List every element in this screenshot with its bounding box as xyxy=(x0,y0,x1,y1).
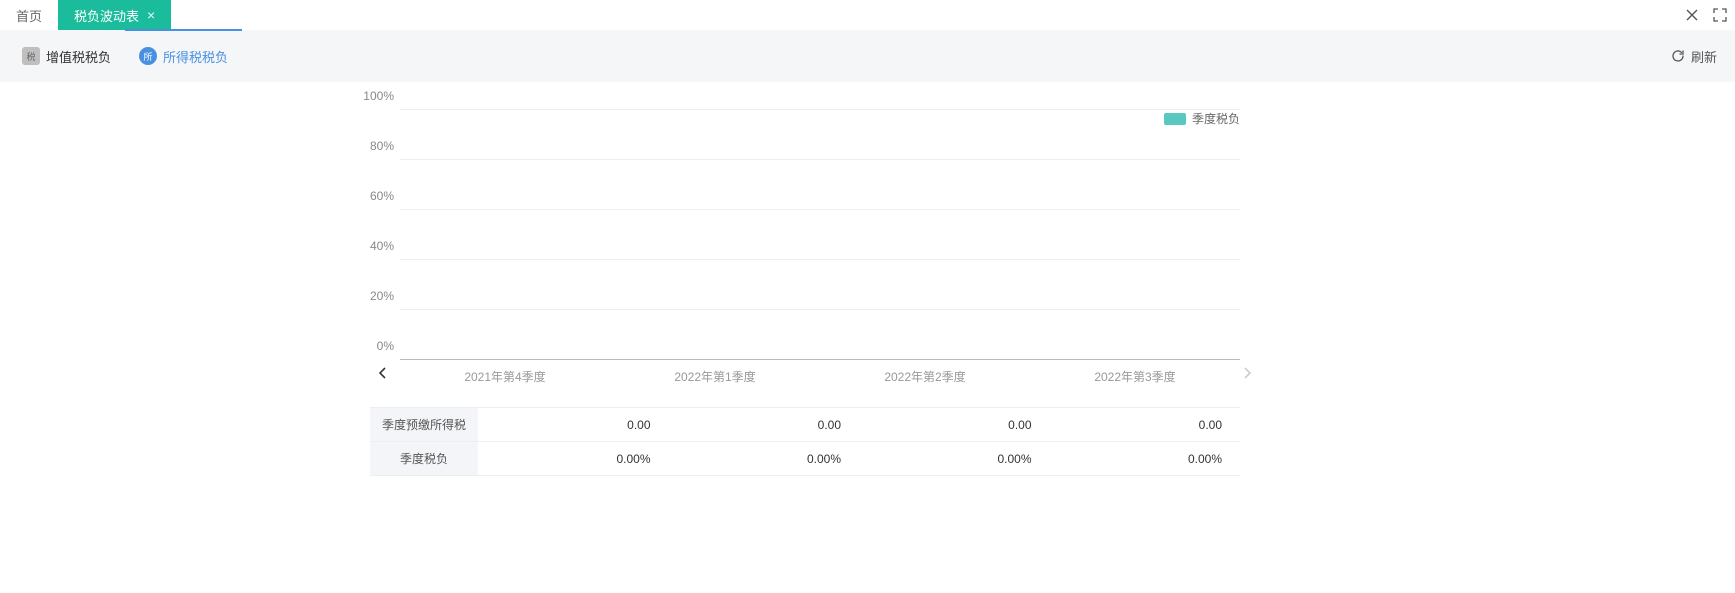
row-header: 季度预缴所得税 xyxy=(370,408,478,442)
chart-container: 季度税负 0%20%40%60%80%100% 2021年第4季度2022年第1… xyxy=(370,110,1240,385)
content-area: 季度税负 0%20%40%60%80%100% 2021年第4季度2022年第1… xyxy=(0,82,1735,476)
sub-tab-bar: 税 增值税税负 所 所得税税负 刷新 xyxy=(0,30,1735,82)
table-cell: 0.00 xyxy=(669,408,860,442)
chevron-right-icon[interactable] xyxy=(1242,366,1252,382)
tab-income-tax-burden[interactable]: 所 所得税税负 xyxy=(125,30,242,82)
table-cell: 0.00 xyxy=(1050,408,1241,442)
tab-vat-burden[interactable]: 税 增值税税负 xyxy=(8,30,125,82)
chevron-left-icon[interactable] xyxy=(378,366,388,382)
table-cell: 0.00% xyxy=(1050,442,1241,476)
tab-tax-fluctuation[interactable]: 税负波动表 × xyxy=(58,0,171,30)
table-cell: 0.00 xyxy=(478,408,669,442)
close-all-icon[interactable] xyxy=(1685,8,1699,22)
y-tick-label: 60% xyxy=(370,189,394,203)
x-axis-labels: 2021年第4季度2022年第1季度2022年第2季度2022年第3季度 xyxy=(400,368,1240,385)
grid-line xyxy=(400,159,1240,160)
tab-label: 增值税税负 xyxy=(46,47,111,66)
fullscreen-icon[interactable] xyxy=(1713,8,1727,22)
table-row: 季度税负0.00%0.00%0.00%0.00% xyxy=(370,442,1240,476)
table-row: 季度预缴所得税0.000.000.000.00 xyxy=(370,408,1240,442)
y-tick-label: 100% xyxy=(363,89,394,103)
y-tick-label: 80% xyxy=(370,139,394,153)
close-icon[interactable]: × xyxy=(147,7,155,23)
table-cell: 0.00% xyxy=(669,442,860,476)
row-header: 季度税负 xyxy=(370,442,478,476)
refresh-icon xyxy=(1671,49,1685,63)
table-cell: 0.00% xyxy=(478,442,669,476)
y-axis: 0%20%40%60%80%100% xyxy=(360,110,400,360)
table-cell: 0.00 xyxy=(859,408,1050,442)
grid-line xyxy=(400,209,1240,210)
chart-grid xyxy=(400,110,1240,360)
tab-label: 所得税税负 xyxy=(163,47,228,66)
tab-label: 税负波动表 xyxy=(74,6,139,25)
y-tick-label: 0% xyxy=(377,339,394,353)
x-tick-label: 2022年第2季度 xyxy=(820,368,1030,385)
data-table: 季度预缴所得税0.000.000.000.00季度税负0.00%0.00%0.0… xyxy=(370,407,1240,476)
y-tick-label: 20% xyxy=(370,289,394,303)
x-tick-label: 2022年第3季度 xyxy=(1030,368,1240,385)
grid-line xyxy=(400,309,1240,310)
x-tick-label: 2022年第1季度 xyxy=(610,368,820,385)
grid-line xyxy=(400,109,1240,110)
x-tick-label: 2021年第4季度 xyxy=(400,368,610,385)
vat-icon: 税 xyxy=(22,47,40,65)
table-cell: 0.00% xyxy=(859,442,1050,476)
tab-home[interactable]: 首页 xyxy=(0,0,58,30)
refresh-label: 刷新 xyxy=(1691,47,1717,66)
refresh-button[interactable]: 刷新 xyxy=(1671,47,1717,66)
chart-plot: 0%20%40%60%80%100% xyxy=(400,110,1240,360)
y-tick-label: 40% xyxy=(370,239,394,253)
grid-line xyxy=(400,259,1240,260)
income-icon: 所 xyxy=(139,47,157,65)
x-axis-line xyxy=(400,359,1240,360)
top-tab-bar: 首页 税负波动表 × xyxy=(0,0,1735,30)
